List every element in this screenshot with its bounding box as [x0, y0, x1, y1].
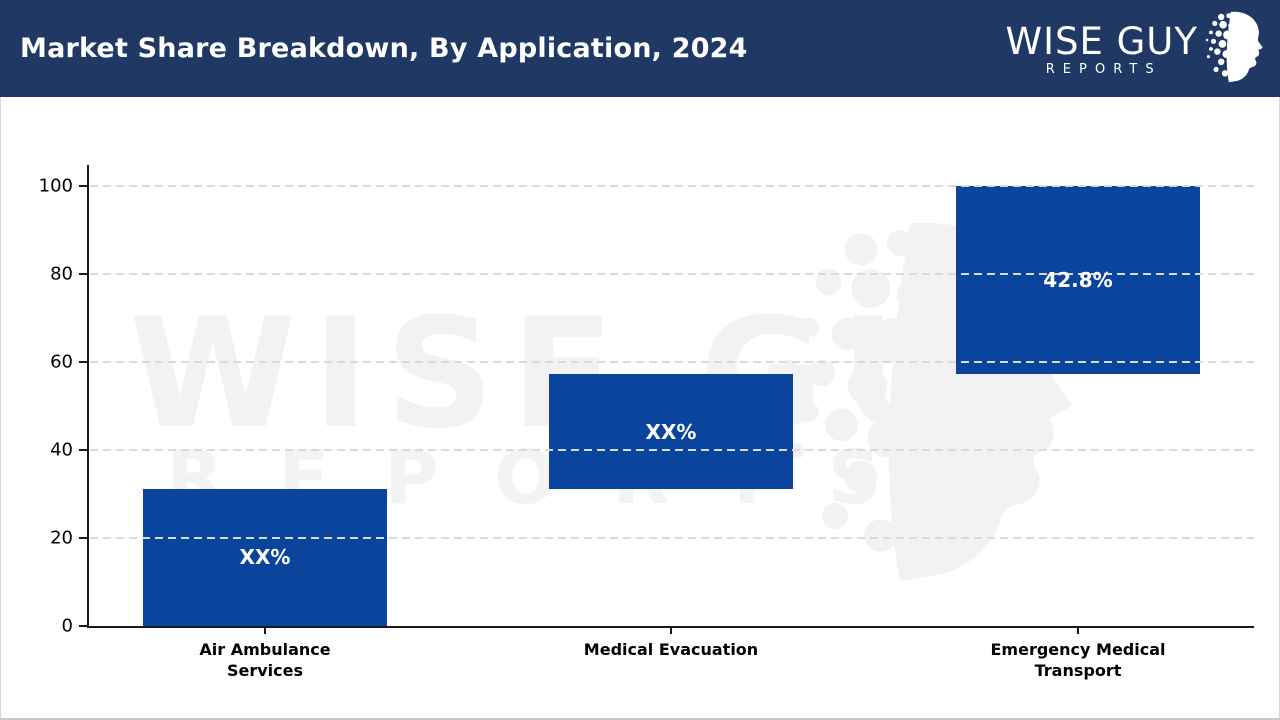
brand-logo: WISE GUY REPORTS — [1006, 6, 1266, 92]
bar-0 — [143, 488, 387, 626]
y-tick-100 — [79, 185, 87, 187]
grid-line-20 — [90, 537, 1254, 539]
bar-1 — [549, 374, 793, 489]
chart-canvas: WISE GUY REPORTS XX%XX%42.8% 02040608010… — [0, 97, 1280, 720]
x-category-label-2: Emergency Medical Transport — [990, 640, 1166, 680]
x-tick-2 — [1077, 626, 1079, 634]
grid-line-40 — [90, 449, 1254, 451]
bar-2 — [956, 186, 1200, 375]
x-tick-1 — [670, 626, 672, 634]
y-tick-label-20: 20 — [50, 527, 73, 549]
brand-wordmark: WISE GUY REPORTS — [1006, 23, 1198, 76]
y-tick-label-40: 40 — [50, 439, 73, 461]
brand-name: WISE GUY — [1005, 19, 1198, 63]
wiseguy-face-icon — [1202, 9, 1266, 89]
brand-subtitle: REPORTS — [1045, 61, 1162, 77]
y-tick-80 — [79, 273, 87, 275]
grid-line-80 — [90, 273, 1254, 275]
y-axis-line — [87, 165, 89, 628]
y-tick-label-0: 0 — [61, 615, 73, 637]
x-tick-0 — [264, 626, 266, 634]
bar-value-label-1: XX% — [645, 419, 697, 444]
bar-value-label-0: XX% — [239, 545, 291, 570]
chart-title: Market Share Breakdown, By Application, … — [20, 33, 748, 64]
y-tick-label-100: 100 — [38, 175, 73, 197]
y-tick-60 — [79, 361, 87, 363]
header-bar: Market Share Breakdown, By Application, … — [0, 0, 1280, 97]
x-category-label-1: Medical Evacuation — [583, 640, 759, 659]
bar-value-label-2: 42.8% — [1043, 268, 1113, 293]
y-tick-40 — [79, 449, 87, 451]
grid-line-100 — [90, 185, 1254, 187]
y-tick-20 — [79, 537, 87, 539]
y-tick-label-60: 60 — [50, 351, 73, 373]
y-tick-label-80: 80 — [50, 263, 73, 285]
y-tick-0 — [79, 625, 87, 627]
plot-area: XX% XX% 42.8% — [87, 165, 1254, 628]
x-category-label-0: Air Ambulance Services — [199, 640, 331, 680]
grid-line-60 — [90, 361, 1254, 363]
